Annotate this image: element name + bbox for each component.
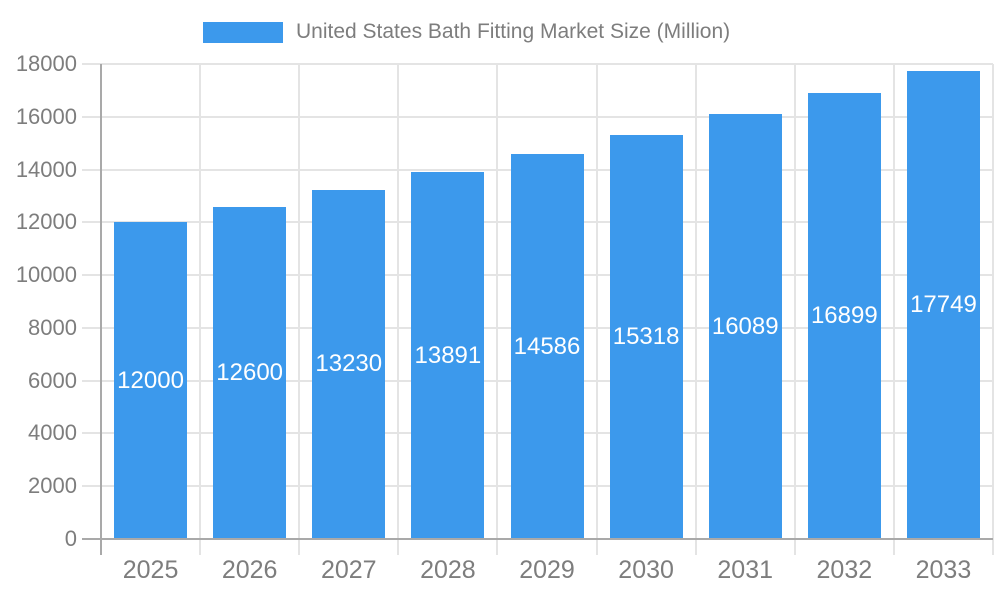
x-axis-line: [82, 538, 993, 540]
y-axis-tick-label: 2000: [28, 473, 77, 499]
v-gridline: [992, 64, 994, 555]
v-gridline: [496, 64, 499, 555]
x-axis-tick-label: 2033: [915, 556, 972, 584]
x-axis-tick-label: 2027: [320, 556, 377, 584]
y-axis-tick-label: 10000: [15, 262, 77, 288]
bar-2029[interactable]: [510, 154, 584, 539]
y-axis-tick-label: 14000: [15, 156, 77, 182]
legend-label: United States Bath Fitting Market Size (…: [296, 20, 731, 43]
h-gridline: [82, 63, 993, 65]
bar-2027[interactable]: [312, 189, 386, 539]
v-gridline: [595, 64, 598, 555]
v-gridline: [793, 64, 796, 555]
v-gridline: [397, 64, 400, 555]
bar-2026[interactable]: [213, 206, 287, 539]
x-axis-tick-label: 2029: [519, 556, 575, 584]
x-axis-tick-label: 2026: [221, 556, 278, 584]
bar-value-label: 17749: [910, 290, 977, 318]
x-axis-tick-label: 2031: [717, 556, 774, 584]
bar-value-label: 12600: [216, 358, 284, 386]
v-gridline: [892, 64, 895, 555]
y-axis-line: [100, 64, 102, 555]
bar-2028[interactable]: [411, 172, 485, 539]
bar-value-label: 13230: [315, 350, 383, 378]
bar-2030[interactable]: [609, 134, 683, 539]
h-gridline: [82, 115, 993, 118]
y-axis-tick-label: 6000: [28, 367, 77, 393]
bar-value-label: 12000: [117, 366, 184, 394]
bar-value-label: 16089: [711, 312, 779, 340]
bar-value-label: 15318: [612, 322, 680, 350]
x-axis-tick-label: 2028: [420, 556, 476, 584]
bar-2032[interactable]: [807, 93, 881, 539]
bar-value-label: 16899: [810, 302, 878, 330]
y-axis-tick-label: 0: [64, 526, 77, 551]
bar-2031[interactable]: [708, 114, 782, 539]
x-axis-tick-label: 2032: [816, 556, 873, 584]
chart-legend[interactable]: United States Bath Fitting Market Size (…: [203, 15, 730, 49]
bar-2033[interactable]: [906, 70, 980, 539]
y-axis-tick-label: 8000: [28, 314, 77, 340]
bar-2025[interactable]: [114, 222, 188, 539]
y-axis-tick-label: 18000: [15, 51, 77, 76]
bar-value-label: 13891: [414, 341, 482, 369]
v-gridline: [199, 64, 202, 555]
v-gridline: [298, 64, 301, 555]
y-axis-tick-label: 12000: [15, 209, 77, 235]
y-axis-tick-label: 4000: [28, 420, 77, 446]
x-axis-tick-label: 2030: [618, 556, 674, 584]
x-axis-tick-label: 2025: [122, 556, 179, 584]
v-gridline: [694, 64, 697, 555]
legend-swatch: [203, 21, 283, 43]
y-axis-tick-label: 16000: [15, 103, 77, 129]
bar-value-label: 14586: [513, 332, 581, 360]
